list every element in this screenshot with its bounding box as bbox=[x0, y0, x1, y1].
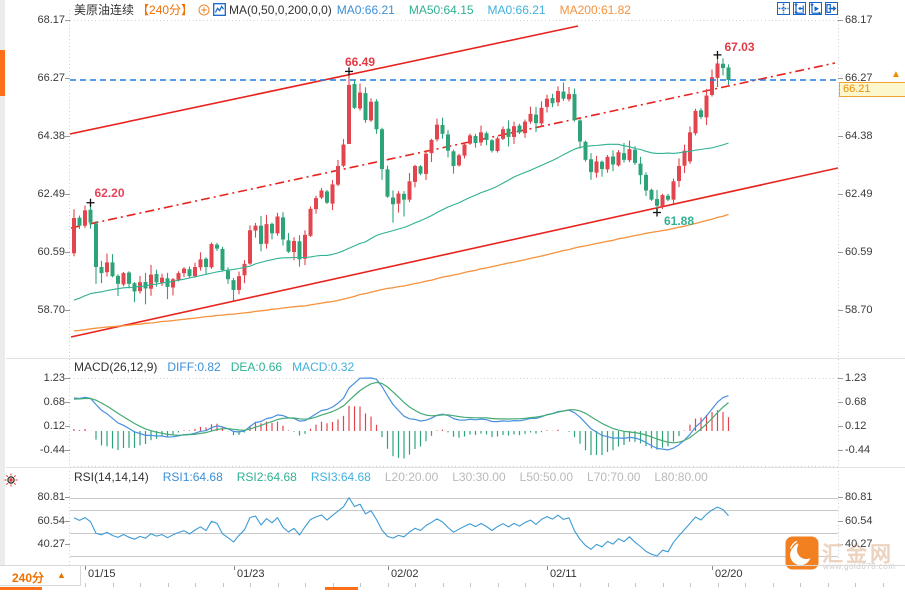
watermark-logo bbox=[785, 536, 819, 570]
price-annotation: 67.03 bbox=[724, 39, 755, 54]
price-axis-label-left: 68.17 bbox=[37, 14, 65, 26]
rsi-level-l80: L80:80.00 bbox=[654, 470, 708, 484]
rsi-level-l50: L50:50.00 bbox=[519, 470, 574, 484]
macd-axis-label-right: -0.44 bbox=[845, 444, 871, 456]
macd-diff-value: DIFF:0.82 bbox=[167, 360, 221, 374]
price-annotation: 62.20 bbox=[94, 185, 125, 200]
price-axis-label-right: 58.70 bbox=[845, 304, 873, 316]
timeframe-active-underline bbox=[0, 587, 42, 590]
macd-dea-line bbox=[73, 381, 729, 444]
candles bbox=[72, 54, 731, 305]
price-axis-label-right: 64.38 bbox=[845, 130, 873, 142]
price-axis-label-right: 68.17 bbox=[845, 14, 873, 26]
fit-y-axis-icon[interactable] bbox=[793, 2, 806, 15]
chart-header: 美原油连续 【240分】 MA(0,50,0,200,0,0) MA0:66.2… bbox=[74, 2, 645, 18]
macd-name[interactable]: MACD(26,12,9) bbox=[74, 360, 158, 374]
ma-value-1: MA50:64.15 bbox=[408, 2, 474, 17]
annotations bbox=[86, 50, 722, 217]
macd-diff-line bbox=[73, 377, 729, 451]
price-axis-label-left: 58.70 bbox=[37, 304, 65, 316]
macd-axis-label-right: 0.68 bbox=[845, 396, 867, 408]
watermark-url: www.gold678.com bbox=[823, 562, 896, 571]
timeframe-cell[interactable]: 240分 ▲ bbox=[0, 566, 81, 586]
macd-axis-label-right: 1.23 bbox=[845, 372, 867, 384]
price-axis-label-left: 62.49 bbox=[37, 188, 65, 200]
crosshair-icon[interactable] bbox=[777, 2, 790, 15]
price-annotation: 66.49 bbox=[345, 55, 376, 70]
macd-axis-label-left: -0.44 bbox=[39, 444, 65, 456]
price-axis-label-left: 60.59 bbox=[37, 246, 65, 258]
date-label: 02/20 bbox=[715, 568, 743, 580]
macd-axis-label-left: 1.23 bbox=[43, 372, 65, 384]
scrollbar-thumb[interactable] bbox=[325, 587, 358, 590]
left-rail bbox=[0, 0, 5, 565]
auto-scale-icon[interactable] bbox=[809, 2, 822, 15]
last-price-value: 66.21 bbox=[843, 83, 871, 95]
price-axis-label-right: 62.49 bbox=[845, 188, 873, 200]
symbol-title[interactable]: 美原油连续 bbox=[74, 3, 135, 17]
date-label: 01/23 bbox=[237, 568, 265, 580]
plot-borders bbox=[6, 10, 905, 565]
rsi-axis-label-left: 40.27 bbox=[37, 538, 65, 550]
jump-to-latest-icon[interactable] bbox=[825, 2, 838, 15]
price-axis-label-right: 60.59 bbox=[845, 246, 873, 258]
date-label: 02/02 bbox=[391, 568, 419, 580]
price-axis-label-left: 66.27 bbox=[37, 72, 65, 84]
macd-header: MACD(26,12,9) DIFF:0.82 DEA:0.66 MACD:0.… bbox=[74, 360, 354, 374]
rsi3-value: RSI3:64.68 bbox=[310, 470, 371, 484]
left-rail-active-segment[interactable] bbox=[0, 50, 5, 96]
time-axis-border bbox=[0, 565, 905, 566]
rsi-line bbox=[73, 497, 729, 557]
rsi-level-l70: L70:70.00 bbox=[587, 470, 641, 484]
ma-value-3: MA200:61.82 bbox=[559, 2, 631, 17]
ma200-line bbox=[73, 213, 729, 332]
date-label: 01/15 bbox=[88, 568, 116, 580]
price-axis-label-left: 64.38 bbox=[37, 130, 65, 142]
rsi-axis-label-left: 60.54 bbox=[37, 515, 65, 527]
rsi-header: RSI(14,14,14) RSI1:64.68 RSI2:64.68 RSI3… bbox=[74, 470, 708, 484]
rsi-axis-label-right: 60.54 bbox=[845, 515, 873, 527]
chart-type-icon[interactable] bbox=[213, 2, 226, 17]
rsi-level-lines bbox=[70, 498, 838, 557]
chart-toolbar bbox=[777, 2, 838, 15]
macd-axis-label-right: 0.12 bbox=[845, 420, 867, 432]
rsi2-value: RSI2:64.68 bbox=[236, 470, 297, 484]
rsi-axis-label-right: 80.81 bbox=[845, 491, 873, 503]
macd-axis-label-left: 0.12 bbox=[43, 420, 65, 432]
macd-macd-value: MACD:0.32 bbox=[292, 360, 355, 374]
rsi-name[interactable]: RSI(14,14,14) bbox=[74, 470, 149, 484]
date-label: 02/11 bbox=[550, 568, 577, 580]
price-annotation: 61.88 bbox=[664, 213, 695, 228]
rsi-level-l20: L20:20.00 bbox=[384, 470, 439, 484]
timeframe-label[interactable]: 【240分】 bbox=[137, 3, 194, 17]
rsi-level-l30: L30:30.00 bbox=[452, 470, 506, 484]
rsi-axis-label-right: 40.27 bbox=[845, 538, 873, 550]
ma-value-2: MA0:66.21 bbox=[487, 2, 546, 17]
add-indicator-icon[interactable] bbox=[198, 3, 210, 17]
timeframe-cell-arrow: ▲ bbox=[57, 570, 66, 580]
time-axis-ticks bbox=[85, 565, 884, 587]
ma50-line bbox=[73, 142, 729, 301]
macd-axis-label-left: 0.68 bbox=[43, 396, 65, 408]
last-price-badge: 66.21 bbox=[839, 82, 905, 97]
macd-dea-value: DEA:0.66 bbox=[230, 360, 283, 374]
channel-mid[interactable] bbox=[70, 62, 836, 229]
watermark-name: 汇金网 bbox=[822, 543, 894, 566]
price-axis-label-right: 66.27 bbox=[845, 72, 873, 84]
rsi-axis-label-left: 80.81 bbox=[37, 491, 65, 503]
ma-settings-label[interactable]: MA(0,50,0,200,0,0) bbox=[229, 2, 332, 17]
axis-ticks bbox=[65, 20, 843, 545]
scroll-to-latest-arrow[interactable]: ▲ bbox=[891, 69, 901, 80]
rsi1-value: RSI1:64.68 bbox=[162, 470, 223, 484]
channel-lower[interactable] bbox=[70, 167, 838, 338]
ma-value-0: MA0:66.21 bbox=[336, 2, 395, 17]
drawing-tool-icon[interactable] bbox=[4, 473, 18, 487]
timeframe-cell-label: 240分 bbox=[12, 571, 45, 585]
